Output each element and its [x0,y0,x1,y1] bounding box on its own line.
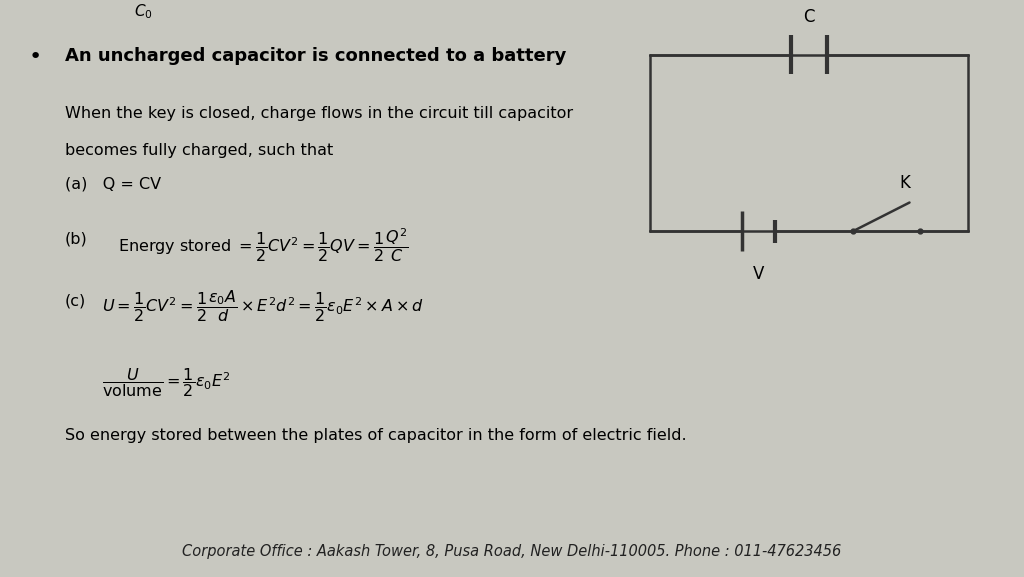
Text: (c): (c) [65,294,86,308]
Text: C: C [803,8,815,26]
Text: K: K [899,174,910,192]
Text: (a)   Q = CV: (a) Q = CV [65,177,161,192]
Text: (b): (b) [65,231,87,246]
Text: When the key is closed, charge flows in the circuit till capacitor: When the key is closed, charge flows in … [65,107,572,121]
Text: So energy stored between the plates of capacitor in the form of electric field.: So energy stored between the plates of c… [65,428,686,443]
Text: becomes fully charged, such that: becomes fully charged, such that [65,143,333,158]
Text: $\dfrac{U}{\mathrm{volume}} = \dfrac{1}{2}\varepsilon_0 E^2$: $\dfrac{U}{\mathrm{volume}} = \dfrac{1}{… [102,366,231,399]
Text: •: • [29,47,42,67]
Text: $U = \dfrac{1}{2}CV^2 = \dfrac{1}{2}\dfrac{\varepsilon_0 A}{d} \times E^2d^2 = \: $U = \dfrac{1}{2}CV^2 = \dfrac{1}{2}\dfr… [102,288,425,324]
Text: An uncharged capacitor is connected to a battery: An uncharged capacitor is connected to a… [65,47,566,65]
Text: Energy stored $= \dfrac{1}{2}CV^2 = \dfrac{1}{2}QV = \dfrac{1}{2}\dfrac{Q^2}{C}$: Energy stored $= \dfrac{1}{2}CV^2 = \dfr… [118,226,409,264]
Text: $C_0$: $C_0$ [134,3,153,21]
Text: V: V [753,265,764,283]
Text: Corporate Office : Aakash Tower, 8, Pusa Road, New Delhi-110005. Phone : 011-476: Corporate Office : Aakash Tower, 8, Pusa… [182,544,842,559]
